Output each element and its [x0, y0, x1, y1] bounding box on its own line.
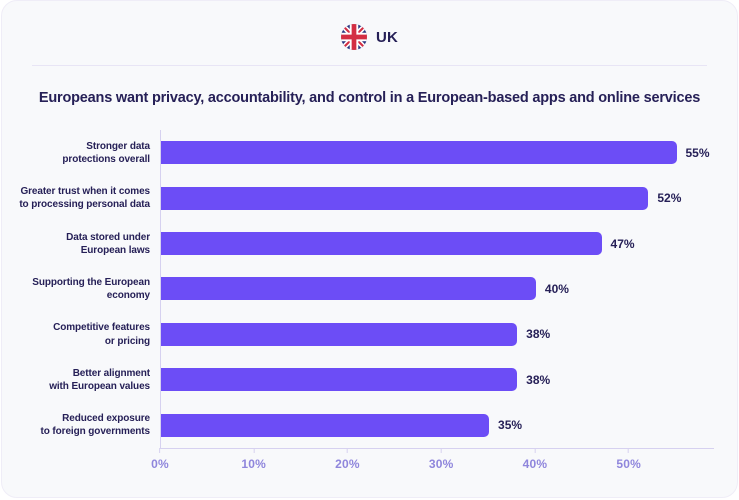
- chart-row: Competitive features or pricing 38%: [53, 312, 714, 357]
- x-tick-label: 40%: [522, 457, 548, 471]
- category-label: Reduced exposure to foreign governments: [40, 413, 151, 438]
- chart-title: Europeans want privacy, accountability, …: [38, 90, 701, 106]
- category-label: Greater trust when it comes to processing…: [19, 185, 150, 211]
- category-label: Data stored under European laws: [66, 231, 150, 256]
- x-tick: 20%: [335, 448, 360, 471]
- x-tick: 0%: [151, 448, 169, 471]
- chart-row: Greater trust when it comes to processing…: [19, 175, 714, 220]
- value-label: 40%: [544, 281, 569, 296]
- x-tick-mark: [159, 448, 161, 453]
- x-tick-label: 50%: [616, 457, 641, 471]
- bar: [161, 232, 602, 256]
- bar: [161, 277, 536, 301]
- bar-rows: Stronger data protections overall 55% Great…: [19, 130, 714, 448]
- header-divider: [32, 65, 707, 66]
- category-label: Supporting the European economy: [32, 276, 150, 301]
- x-tick: 10%: [241, 448, 266, 471]
- x-tick-mark: [534, 448, 536, 453]
- value-label: 52%: [657, 191, 682, 206]
- chart-row: Data stored under European laws 47%: [66, 221, 714, 266]
- x-tick-label: 20%: [335, 457, 360, 471]
- x-tick-label: 10%: [241, 457, 267, 471]
- bar: [161, 186, 649, 210]
- bar: [161, 368, 518, 392]
- chart-row: Supporting the European economy 40%: [32, 266, 714, 311]
- uk-flag-icon: [340, 24, 367, 50]
- bar: [161, 322, 518, 346]
- x-tick-mark: [440, 448, 442, 453]
- card-header: UK: [2, 1, 737, 65]
- chart-row: Better alignment with European values 38%: [49, 357, 714, 402]
- x-tick-mark: [253, 448, 255, 453]
- bar-chart-plot-area: Stronger data protections overall 55% Great…: [19, 130, 714, 471]
- category-label: Stronger data protections overall: [62, 140, 150, 165]
- value-label: 35%: [498, 418, 523, 433]
- bar: [161, 413, 490, 437]
- x-tick-label: 30%: [428, 457, 454, 471]
- x-tick-label: 0%: [151, 457, 169, 471]
- x-axis-ticks: 0% 10% 20% 30% 40% 50%: [151, 448, 713, 478]
- category-label: Better alignment with European values: [49, 367, 150, 392]
- chart-row: Stronger data protections overall 55%: [62, 130, 714, 175]
- x-tick: 50%: [616, 448, 641, 471]
- value-label: 47%: [610, 236, 635, 251]
- x-tick: 30%: [429, 448, 454, 471]
- country-label: UK: [375, 28, 399, 46]
- x-tick-mark: [628, 448, 630, 453]
- value-label: 38%: [526, 327, 551, 342]
- bar: [161, 141, 677, 165]
- x-tick: 40%: [523, 448, 548, 471]
- chart-row: Reduced exposure to foreign governments 35…: [41, 403, 714, 448]
- category-label: Competitive features or pricing: [53, 322, 150, 347]
- value-label: 38%: [526, 372, 551, 387]
- value-label: 55%: [685, 145, 710, 160]
- x-tick-mark: [346, 448, 348, 453]
